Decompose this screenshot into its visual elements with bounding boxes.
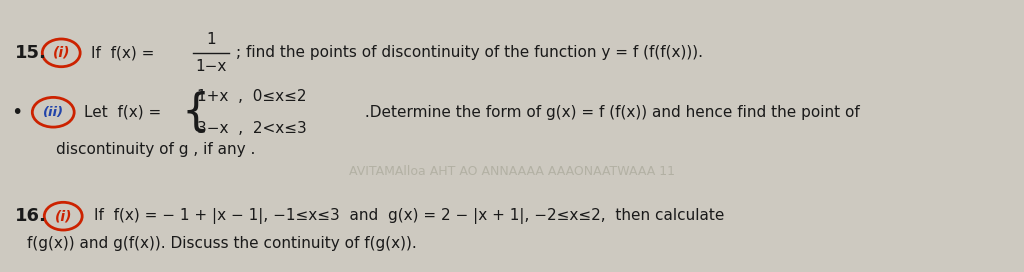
- Text: .Determine the form of g(x) = f (f(x)) and hence find the point of: .Determine the form of g(x) = f (f(x)) a…: [360, 105, 860, 120]
- Text: If  f(x) =: If f(x) =: [91, 45, 160, 60]
- Text: 3−x  ,  2<x≤3: 3−x , 2<x≤3: [197, 120, 306, 135]
- Text: 1+x  ,  0≤x≤2: 1+x , 0≤x≤2: [197, 89, 306, 104]
- Text: AVITAMAlloa AHT AO ANNAAAA AAAONAATWAAA 11: AVITAMAlloa AHT AO ANNAAAA AAAONAATWAAA …: [349, 165, 675, 178]
- Text: 1: 1: [206, 32, 216, 47]
- Text: f(g(x)) and g(f(x)). Discuss the continuity of f(g(x)).: f(g(x)) and g(f(x)). Discuss the continu…: [28, 236, 417, 251]
- Text: (i): (i): [52, 46, 70, 60]
- Text: •: •: [11, 103, 23, 122]
- Text: 16.: 16.: [15, 207, 47, 225]
- Text: 15.: 15.: [15, 44, 47, 62]
- Text: {: {: [182, 91, 210, 134]
- Text: 1−x: 1−x: [196, 59, 226, 74]
- Text: (i): (i): [54, 209, 72, 223]
- Text: (ii): (ii): [43, 106, 63, 119]
- Text: ; find the points of discontinuity of the function y = f (f(f(x))).: ; find the points of discontinuity of th…: [236, 45, 702, 60]
- Text: Let  f(x) =: Let f(x) =: [84, 105, 166, 120]
- Text: discontinuity of g , if any .: discontinuity of g , if any .: [56, 142, 256, 157]
- Text: If  f(x) = − 1 + |x − 1|, −1≤x≤3  and  g(x) = 2 − |x + 1|, −2≤x≤2,  then calcula: If f(x) = − 1 + |x − 1|, −1≤x≤3 and g(x)…: [94, 208, 725, 224]
